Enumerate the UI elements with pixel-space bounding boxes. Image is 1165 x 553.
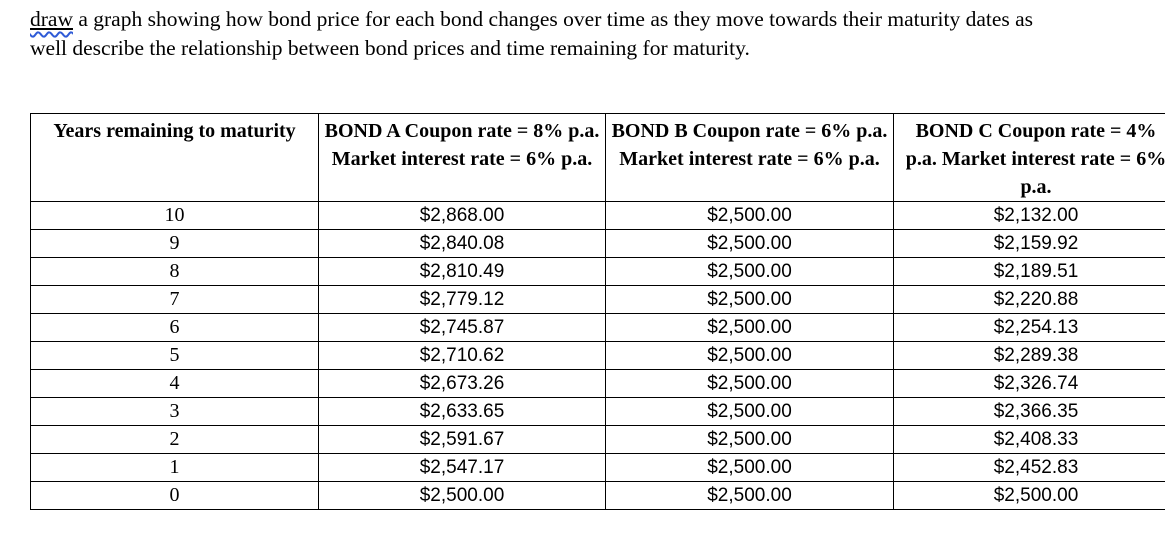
bond-price-cell: $2,500.00 bbox=[605, 285, 894, 314]
bond-price-cell: $2,500.00 bbox=[605, 257, 894, 286]
bond-price-cell: $2,500.00 bbox=[605, 369, 894, 398]
header-bond-b: BOND B Coupon rate = 6% p.a. Market inte… bbox=[605, 113, 894, 202]
bond-price-cell: $2,220.88 bbox=[893, 285, 1165, 314]
table-row: 2 $2,591.67 $2,500.00 $2,408.33 bbox=[30, 425, 1165, 454]
years-cell: 0 bbox=[30, 481, 319, 510]
bond-price-cell: $2,500.00 bbox=[605, 397, 894, 426]
years-cell: 2 bbox=[30, 425, 319, 454]
bond-table-header: Years remaining to maturity BOND A Coupo… bbox=[30, 113, 1165, 202]
header-bond-c: BOND C Coupon rate = 4% p.a. Market inte… bbox=[893, 113, 1165, 202]
bond-price-cell: $2,500.00 bbox=[605, 341, 894, 370]
header-years: Years remaining to maturity bbox=[30, 113, 319, 202]
years-cell: 10 bbox=[30, 201, 319, 230]
years-cell: 7 bbox=[30, 285, 319, 314]
underlined-word: draw bbox=[30, 7, 73, 31]
bond-price-cell: $2,500.00 bbox=[605, 425, 894, 454]
bond-price-cell: $2,810.49 bbox=[318, 257, 606, 286]
bond-price-cell: $2,408.33 bbox=[893, 425, 1165, 454]
table-row: 5 $2,710.62 $2,500.00 $2,289.38 bbox=[30, 341, 1165, 370]
table-row: 9 $2,840.08 $2,500.00 $2,159.92 bbox=[30, 229, 1165, 258]
bond-price-cell: $2,500.00 bbox=[318, 481, 606, 510]
bond-price-cell: $2,673.26 bbox=[318, 369, 606, 398]
bond-price-cell: $2,326.74 bbox=[893, 369, 1165, 398]
misspelled-word-draw: draw bbox=[30, 7, 73, 31]
bond-price-cell: $2,500.00 bbox=[605, 453, 894, 482]
bond-price-cell: $2,633.65 bbox=[318, 397, 606, 426]
bond-price-cell: $2,452.83 bbox=[893, 453, 1165, 482]
years-cell: 4 bbox=[30, 369, 319, 398]
bond-table-body: 10 $2,868.00 $2,500.00 $2,132.00 9 $2,840.08 $… bbox=[30, 201, 1165, 510]
bond-price-cell: $2,500.00 bbox=[605, 313, 894, 342]
years-cell: 1 bbox=[30, 453, 319, 482]
bond-price-cell: $2,745.87 bbox=[318, 313, 606, 342]
bond-price-cell: $2,840.08 bbox=[318, 229, 606, 258]
table-row: 6 $2,745.87 $2,500.00 $2,254.13 bbox=[30, 313, 1165, 342]
header-row: Years remaining to maturity BOND A Coupo… bbox=[30, 113, 1165, 202]
bond-price-cell: $2,289.38 bbox=[893, 341, 1165, 370]
table-row: 10 $2,868.00 $2,500.00 $2,132.00 bbox=[30, 201, 1165, 230]
years-cell: 5 bbox=[30, 341, 319, 370]
table-row: 7 $2,779.12 $2,500.00 $2,220.88 bbox=[30, 285, 1165, 314]
bond-price-cell: $2,366.35 bbox=[893, 397, 1165, 426]
bond-price-cell: $2,500.00 bbox=[893, 481, 1165, 510]
bond-price-cell: $2,591.67 bbox=[318, 425, 606, 454]
instruction-line1: a graph showing how bond price for each … bbox=[72, 7, 1034, 31]
bond-price-table: Years remaining to maturity BOND A Coupo… bbox=[30, 113, 1165, 510]
years-cell: 6 bbox=[30, 313, 319, 342]
bond-price-cell: $2,779.12 bbox=[318, 285, 606, 314]
header-bond-a: BOND A Coupon rate = 8% p.a. Market inte… bbox=[318, 113, 606, 202]
bond-price-cell: $2,500.00 bbox=[605, 201, 894, 230]
bond-price-cell: $2,868.00 bbox=[318, 201, 606, 230]
years-cell: 8 bbox=[30, 257, 319, 286]
table-row: 4 $2,673.26 $2,500.00 $2,326.74 bbox=[30, 369, 1165, 398]
instruction-line2: well describe the relationship between b… bbox=[30, 36, 750, 60]
table-row: 3 $2,633.65 $2,500.00 $2,366.35 bbox=[30, 397, 1165, 426]
table-row: 1 $2,547.17 $2,500.00 $2,452.83 bbox=[30, 453, 1165, 482]
bond-price-cell: $2,159.92 bbox=[893, 229, 1165, 258]
bond-price-cell: $2,189.51 bbox=[893, 257, 1165, 286]
instruction-text: draw a graph showing how bond price for … bbox=[30, 5, 1158, 63]
table-row: 0 $2,500.00 $2,500.00 $2,500.00 bbox=[30, 481, 1165, 510]
years-cell: 3 bbox=[30, 397, 319, 426]
bond-price-cell: $2,254.13 bbox=[893, 313, 1165, 342]
years-cell: 9 bbox=[30, 229, 319, 258]
bond-price-cell: $2,500.00 bbox=[605, 229, 894, 258]
bond-price-cell: $2,500.00 bbox=[605, 481, 894, 510]
bond-price-cell: $2,547.17 bbox=[318, 453, 606, 482]
bond-price-cell: $2,710.62 bbox=[318, 341, 606, 370]
bond-price-cell: $2,132.00 bbox=[893, 201, 1165, 230]
table-row: 8 $2,810.49 $2,500.00 $2,189.51 bbox=[30, 257, 1165, 286]
